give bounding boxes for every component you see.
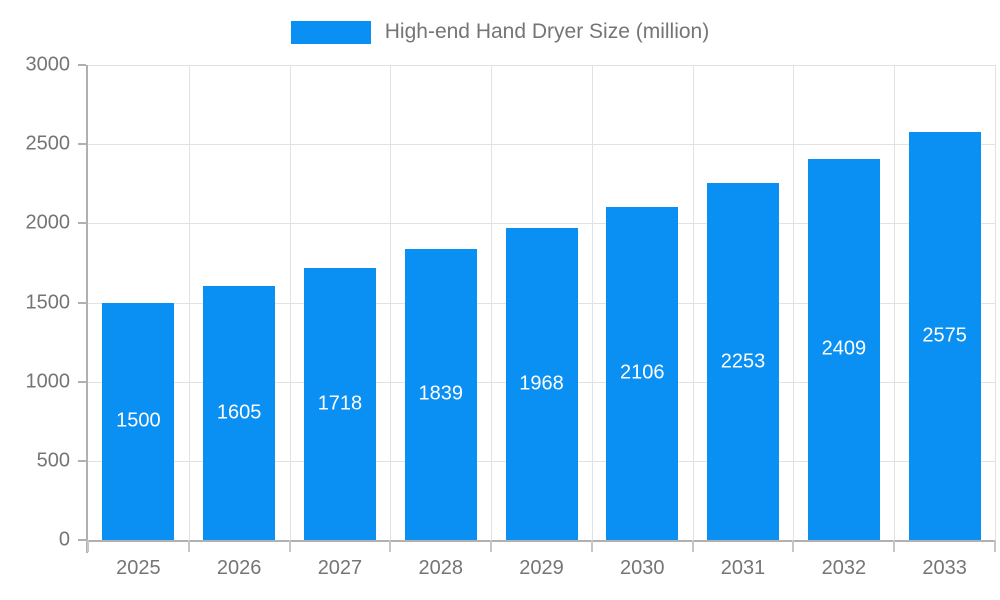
- legend-color-swatch: [290, 20, 371, 44]
- bar-value-label: 2253: [720, 350, 766, 373]
- x-axis-tick: [87, 540, 89, 552]
- x-tick-label: 2031: [720, 557, 766, 579]
- y-tick-label: 500: [36, 449, 70, 472]
- y-tick-label: 1500: [25, 291, 71, 313]
- bar: 1500: [102, 302, 175, 540]
- x-tick-label: 2032: [821, 557, 867, 579]
- v-gridline: [793, 65, 795, 540]
- legend-label: High-end Hand Dryer Size (million): [384, 20, 710, 43]
- x-axis-line: [86, 540, 995, 542]
- plot-area: 0 500 1000 1500 2000 2500 3000 2025 2026 2027 2028…: [26, 54, 996, 579]
- x-tick-label: 2026: [216, 557, 262, 579]
- v-gridline: [289, 65, 291, 540]
- x-tick-label: 2030: [620, 557, 665, 579]
- y-axis-tick: [78, 301, 86, 304]
- x-tick-label: 2029: [519, 557, 564, 579]
- bar-value-label: 1968: [519, 372, 564, 395]
- y-tick-label: 3000: [25, 53, 71, 76]
- x-axis-tick: [187, 540, 190, 552]
- y-tick-label: 2500: [25, 132, 71, 155]
- h-gridline: [88, 65, 995, 66]
- y-axis-tick: [78, 459, 86, 462]
- x-tick-label: 2025: [116, 557, 161, 579]
- v-gridline: [491, 65, 493, 540]
- h-gridline: [88, 144, 995, 146]
- bar: 2106: [606, 206, 679, 540]
- x-tick-label: 2033: [922, 557, 967, 579]
- y-axis-tick: [78, 539, 86, 541]
- x-axis-tick: [691, 540, 694, 552]
- y-tick-label: 1000: [25, 370, 71, 393]
- legend: High-end Hand Dryer Size (million): [0, 10, 1000, 54]
- x-axis-tick: [893, 540, 896, 552]
- y-tick-label: 2000: [25, 211, 71, 234]
- bar-value-label: 1605: [216, 401, 262, 424]
- y-axis-tick: [78, 64, 86, 66]
- v-gridline: [390, 65, 392, 540]
- bar-value-label: 1718: [317, 392, 363, 415]
- y-axis-tick: [78, 380, 86, 383]
- bar-value-label: 1839: [418, 382, 463, 405]
- bar-value-label: 1500: [116, 409, 161, 432]
- bar-value-label: 2106: [620, 361, 665, 384]
- y-axis-tick: [78, 222, 86, 225]
- x-axis-tick: [994, 540, 996, 552]
- h-gridline: [88, 223, 995, 225]
- y-tick-label: 0: [58, 528, 70, 551]
- v-gridline: [591, 65, 593, 540]
- bar: 1839: [404, 248, 477, 540]
- v-gridline: [894, 65, 896, 540]
- y-axis-line: [86, 65, 88, 553]
- x-axis-tick: [389, 540, 392, 552]
- bar: 2575: [908, 132, 981, 540]
- x-axis-tick: [490, 540, 493, 552]
- y-axis-tick: [78, 143, 86, 146]
- v-gridline: [995, 65, 996, 540]
- bar: 2409: [807, 158, 880, 540]
- x-tick-label: 2027: [317, 557, 363, 579]
- x-axis-tick: [288, 540, 291, 552]
- v-gridline: [692, 65, 694, 540]
- x-axis-tick: [792, 540, 795, 552]
- bar: 1605: [203, 285, 276, 540]
- x-axis-tick: [590, 540, 593, 552]
- bar: 1718: [303, 267, 376, 540]
- bar-value-label: 2575: [922, 324, 967, 347]
- bar: 1968: [505, 228, 578, 540]
- bar-value-label: 2409: [821, 337, 867, 360]
- x-tick-label: 2028: [418, 557, 463, 579]
- bar: 2253: [707, 183, 780, 540]
- v-gridline: [188, 65, 190, 540]
